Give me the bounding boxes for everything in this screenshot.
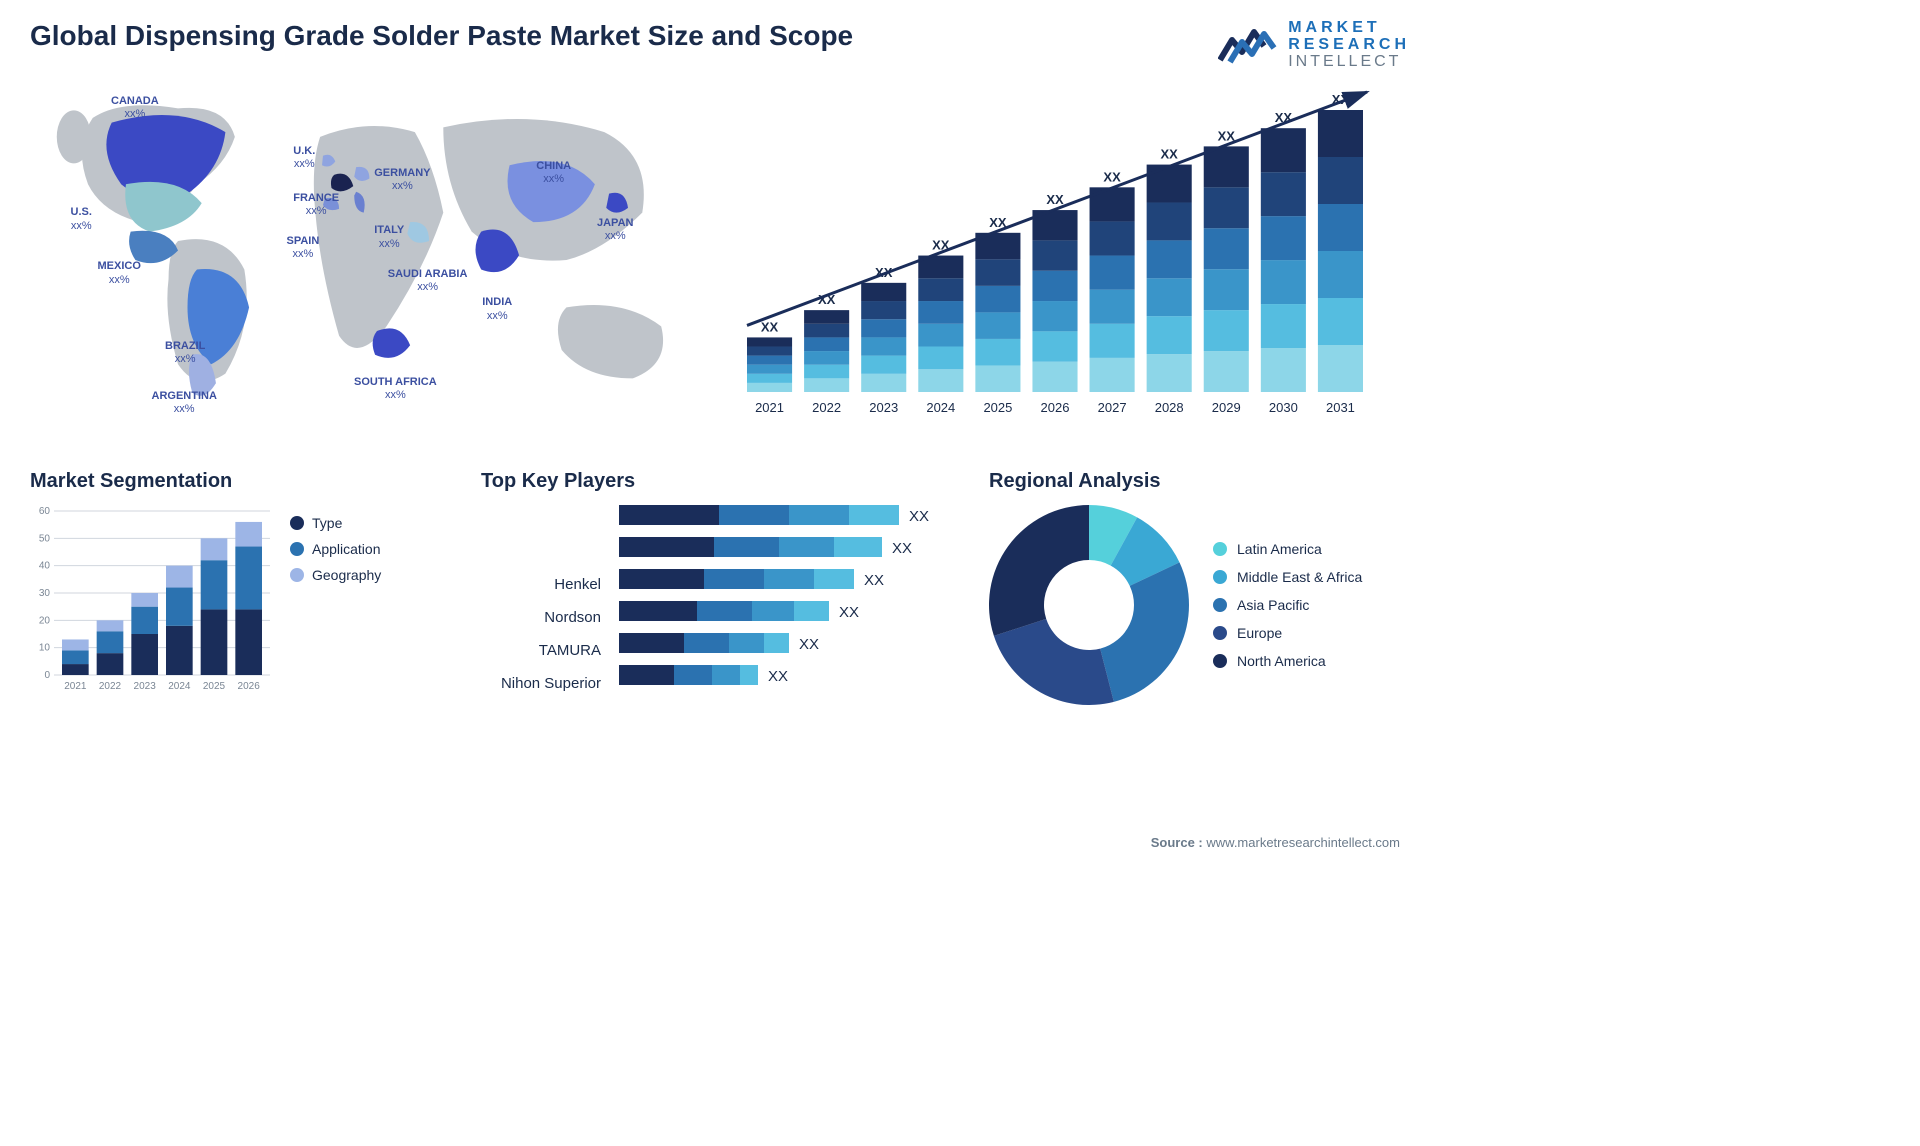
map-label-china: CHINAxx% [536,160,571,186]
map-label-argentina: ARGENTINAxx% [152,390,217,416]
svg-text:XX: XX [1161,147,1179,162]
map-label-canada: CANADAxx% [111,95,159,121]
svg-text:0: 0 [44,670,50,681]
segmentation-title: Market Segmentation [30,470,451,493]
player-label-tamura: TAMURA [481,642,601,662]
svg-text:2029: 2029 [1212,400,1241,415]
world-map-panel: CANADAxx% U.S.xx% MEXICOxx% BRAZILxx% ARGENT… [30,80,705,440]
svg-text:2026: 2026 [1041,400,1070,415]
svg-text:2023: 2023 [869,400,898,415]
player-label-henkel: Henkel [481,576,601,596]
svg-text:30: 30 [39,588,51,599]
svg-text:XX: XX [761,320,779,335]
region-legend-north-america: North America [1213,653,1362,669]
region-legend-latin-america: Latin America [1213,541,1362,557]
svg-text:10: 10 [39,643,51,654]
regional-donut-svg [989,505,1189,705]
svg-text:2025: 2025 [203,681,226,692]
svg-text:XX: XX [839,604,859,621]
regional-panel: Regional Analysis Latin America Middle Ea… [989,470,1410,705]
players-panel: Top Key Players Henkel Nordson TAMURA Nihon… [481,470,959,705]
brand-logo: MARKET RESEARCH INTELLECT [1218,20,1410,70]
regional-title: Regional Analysis [989,470,1410,493]
map-label-spain: SPAINxx% [287,235,320,261]
map-label-u.s.: U.S.xx% [71,206,92,232]
regional-legend: Latin America Middle East & Africa Asia Pa… [1213,529,1362,681]
player-label-nihon-superior: Nihon Superior [481,675,601,695]
svg-text:2021: 2021 [755,400,784,415]
players-name-labels: Henkel Nordson TAMURA Nihon Superior [481,505,601,697]
svg-text:XX: XX [909,508,929,525]
growth-chart-svg: XX2021XX2022XX2023XX2024XX2025XX2026XX20… [735,80,1375,420]
source-label: Source : [1151,835,1203,850]
svg-text:20: 20 [39,616,51,627]
players-chart-svg: XX XX XX XX XX XX [619,505,959,697]
segmentation-legend: Type Application Geography [290,505,381,593]
logo-text-1: MARKET [1288,20,1410,37]
map-label-germany: GERMANYxx% [374,167,430,193]
svg-text:XX: XX [1103,170,1121,185]
map-label-india: INDIAxx% [482,296,512,322]
svg-text:2028: 2028 [1155,400,1184,415]
svg-text:2024: 2024 [168,681,191,692]
svg-text:2031: 2031 [1326,400,1355,415]
svg-text:50: 50 [39,534,51,545]
map-label-saudi-arabia: SAUDI ARABIAxx% [388,268,468,294]
svg-text:2027: 2027 [1098,400,1127,415]
svg-text:2026: 2026 [238,681,261,692]
map-label-u.k.: U.K.xx% [293,145,315,171]
svg-text:2030: 2030 [1269,400,1298,415]
map-label-south-africa: SOUTH AFRICAxx% [354,376,437,402]
region-legend-middle-east-africa: Middle East & Africa [1213,569,1362,585]
segmentation-panel: Market Segmentation 0 10 20 30 40 50 60 2021 202… [30,470,451,705]
map-label-italy: ITALYxx% [374,224,404,250]
logo-mark-icon [1218,22,1278,68]
svg-text:2021: 2021 [64,681,87,692]
player-label-nordson: Nordson [481,609,601,629]
seg-legend-application: Application [290,541,381,557]
map-label-mexico: MEXICOxx% [98,260,141,286]
seg-legend-geography: Geography [290,567,381,583]
page-title: Global Dispensing Grade Solder Paste Mar… [30,20,853,52]
map-label-france: FRANCExx% [293,192,339,218]
svg-text:XX: XX [864,572,884,589]
seg-legend-type: Type [290,515,381,531]
svg-text:XX: XX [768,668,788,685]
svg-text:XX: XX [799,636,819,653]
svg-text:2022: 2022 [812,400,841,415]
source-value: www.marketresearchintellect.com [1206,835,1400,850]
map-label-japan: JAPANxx% [597,217,633,243]
source-line: Source : www.marketresearchintellect.com [1151,835,1400,850]
svg-text:40: 40 [39,561,51,572]
region-legend-asia-pacific: Asia Pacific [1213,597,1362,613]
growth-chart-panel: XX2021XX2022XX2023XX2024XX2025XX2026XX20… [735,80,1410,440]
svg-text:2025: 2025 [983,400,1012,415]
logo-text-3: INTELLECT [1288,54,1410,71]
region-legend-europe: Europe [1213,625,1362,641]
svg-text:2024: 2024 [926,400,955,415]
map-label-brazil: BRAZILxx% [165,340,205,366]
svg-text:XX: XX [1046,192,1064,207]
logo-text-2: RESEARCH [1288,37,1410,54]
svg-text:XX: XX [892,540,912,557]
players-title: Top Key Players [481,470,959,493]
svg-text:2022: 2022 [99,681,122,692]
segmentation-chart-svg: 0 10 20 30 40 50 60 2021 2022 2023 2024 2025 2026 [30,505,270,695]
svg-text:2023: 2023 [134,681,157,692]
svg-text:60: 60 [39,506,51,517]
